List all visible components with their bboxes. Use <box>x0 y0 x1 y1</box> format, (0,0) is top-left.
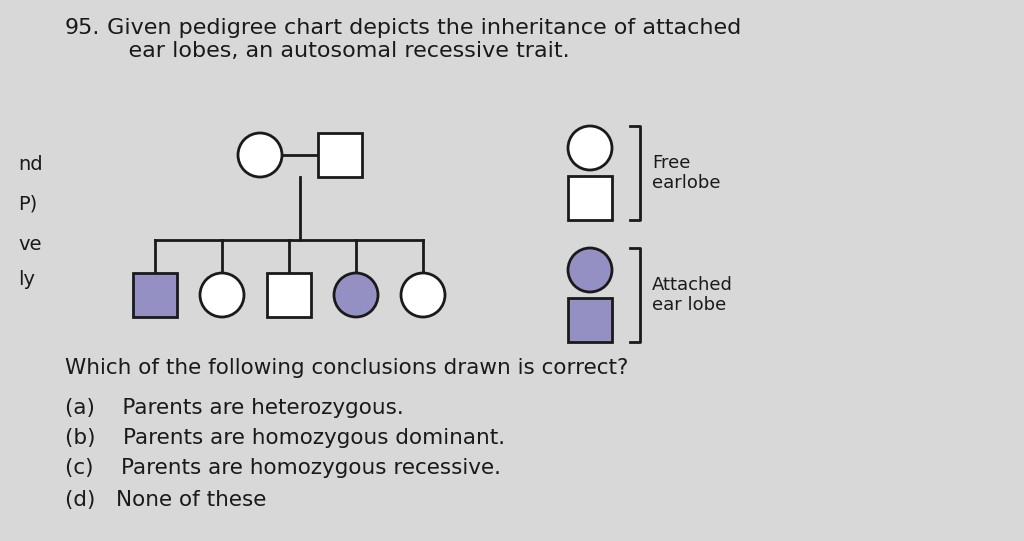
Text: P): P) <box>18 195 37 214</box>
Circle shape <box>568 248 612 292</box>
Bar <box>318 133 362 177</box>
Bar <box>568 176 612 220</box>
Bar <box>568 298 612 342</box>
Text: (a)    Parents are heterozygous.: (a) Parents are heterozygous. <box>65 398 403 418</box>
Text: Free
earlobe: Free earlobe <box>652 154 721 193</box>
Bar <box>133 273 177 317</box>
Text: (b)    Parents are homozygous dominant.: (b) Parents are homozygous dominant. <box>65 428 505 448</box>
Text: 95.: 95. <box>65 18 100 38</box>
Text: (c)    Parents are homozygous recessive.: (c) Parents are homozygous recessive. <box>65 458 501 478</box>
Text: (d)   None of these: (d) None of these <box>65 490 266 510</box>
Text: Attached
ear lobe: Attached ear lobe <box>652 275 733 314</box>
Circle shape <box>238 133 282 177</box>
Text: ve: ve <box>18 235 42 254</box>
Circle shape <box>568 126 612 170</box>
Circle shape <box>334 273 378 317</box>
Circle shape <box>200 273 244 317</box>
Text: nd: nd <box>18 155 43 174</box>
Bar <box>267 273 311 317</box>
Circle shape <box>401 273 445 317</box>
Text: ly: ly <box>18 270 35 289</box>
Text: Given pedigree chart depicts the inheritance of attached
    ear lobes, an autos: Given pedigree chart depicts the inherit… <box>100 18 741 61</box>
Text: Which of the following conclusions drawn is correct?: Which of the following conclusions drawn… <box>65 358 629 378</box>
